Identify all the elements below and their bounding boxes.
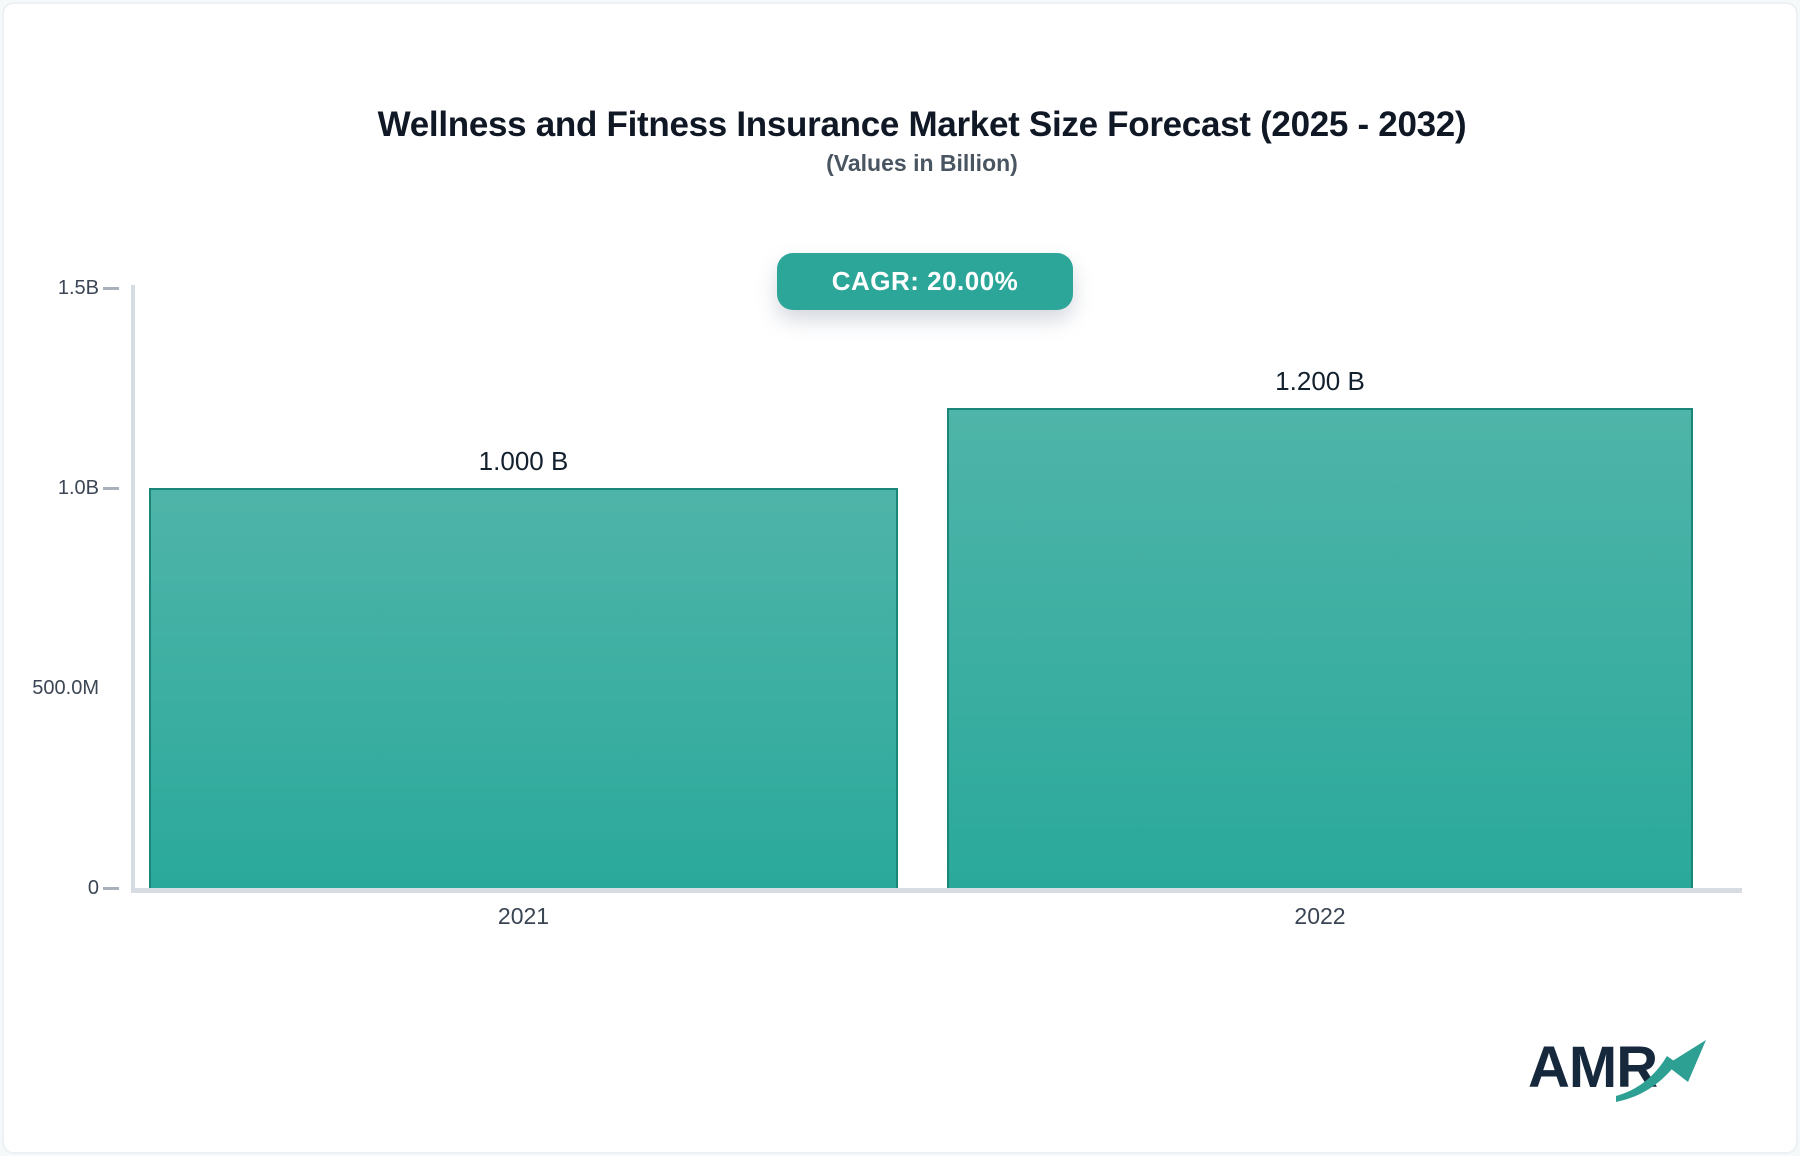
growth-arrow-icon [1616,1040,1706,1102]
y-tick-label-0: 0 [87,877,99,899]
x-axis-line [131,888,1742,893]
x-tick-label-2021: 2021 [497,903,550,929]
y-axis-line [131,285,135,893]
bar-value-2021: 1.000 B [478,446,569,476]
y-tick-label-1-0b: 1.0B [57,477,99,499]
x-tick-label-2022: 2022 [1294,903,1346,929]
y-tick-label-1-5b: 1.5B [57,277,99,299]
cagr-badge: CAGR: 20.00% [777,253,1073,310]
y-tick-dash [103,487,119,490]
y-tick-dash [103,287,119,290]
bar-2021 [149,488,898,888]
chart-subtitle: (Values in Billion) [826,150,1018,176]
y-tick-dash [103,887,119,890]
y-tick-label-500m: 500.0M [32,677,99,699]
chart-title: Wellness and Fitness Insurance Market Si… [377,105,1467,144]
bar-2022 [947,408,1693,888]
bar-value-2022: 1.200 B [1275,366,1365,396]
amr-logo: AMR [1528,1030,1738,1110]
